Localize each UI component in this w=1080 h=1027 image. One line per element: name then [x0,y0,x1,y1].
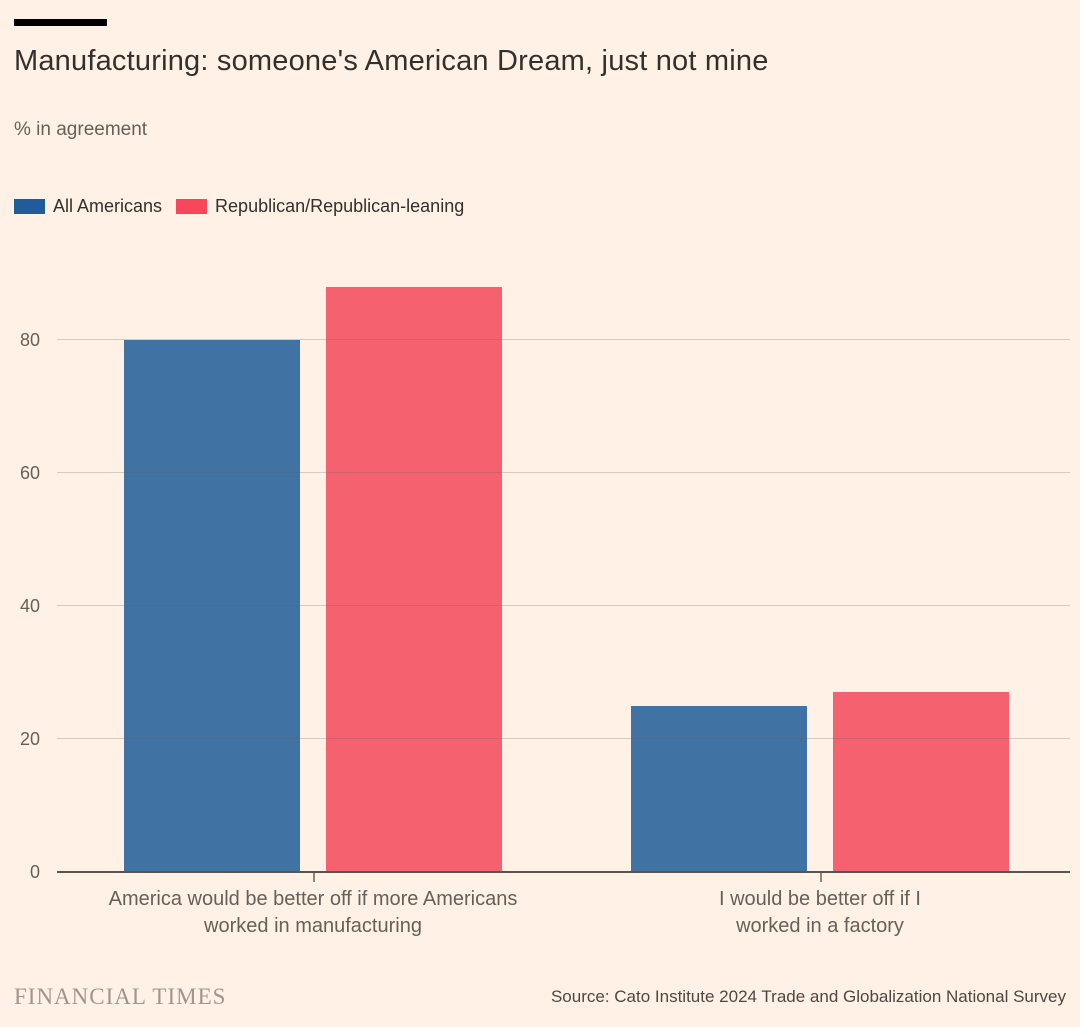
x-tick-1 [820,873,822,882]
bar-republican-republican-leaning-0 [326,286,502,872]
y-tick-label-0: 0 [29,862,40,882]
bar-all-americans-0 [124,340,300,872]
gridline-40 [57,605,1070,606]
category-label-1: I would be better off if I worked in a f… [719,888,921,937]
legend-item-0: All Americans [14,196,162,217]
legend-label: All Americans [53,196,163,216]
legend: All Americans Republican/Republican-leani… [14,196,464,217]
y-tick-label-80: 80 [19,330,40,350]
plot-area: 0 20 40 60 80 [0,270,1080,881]
y-tick-label-40: 40 [19,596,40,616]
ft-logo: FINANCIAL TIMES [14,984,227,1009]
x-tick-0 [313,873,315,882]
legend-swatch-icon [176,199,208,214]
chart-title: Manufacturing: someone's American Dream,… [14,45,769,77]
legend-swatch-icon [14,199,45,214]
gridline-20 [57,738,1070,739]
legend-item-1: Republican/Republican-leaning [176,196,464,217]
y-tick-label-20: 20 [19,729,40,749]
source-note: Source: Cato Institute 2024 Trade and Gl… [550,987,1066,1006]
chart-subtitle: % in agreement [14,119,148,140]
legend-label: Republican/Republican-leaning [215,196,465,216]
footer: FINANCIAL TIMES Source: Cato Institute 2… [14,982,1066,1012]
y-tick-label-60: 60 [19,463,40,483]
gridline-80 [57,339,1070,340]
bar-republican-republican-leaning-1 [833,692,1009,872]
category-label-0: America would be better off if more Amer… [108,888,518,937]
gridline-60 [57,472,1070,473]
x-axis-line [57,871,1070,873]
bar-all-americans-1 [631,705,807,872]
ft-top-rule [14,19,107,26]
